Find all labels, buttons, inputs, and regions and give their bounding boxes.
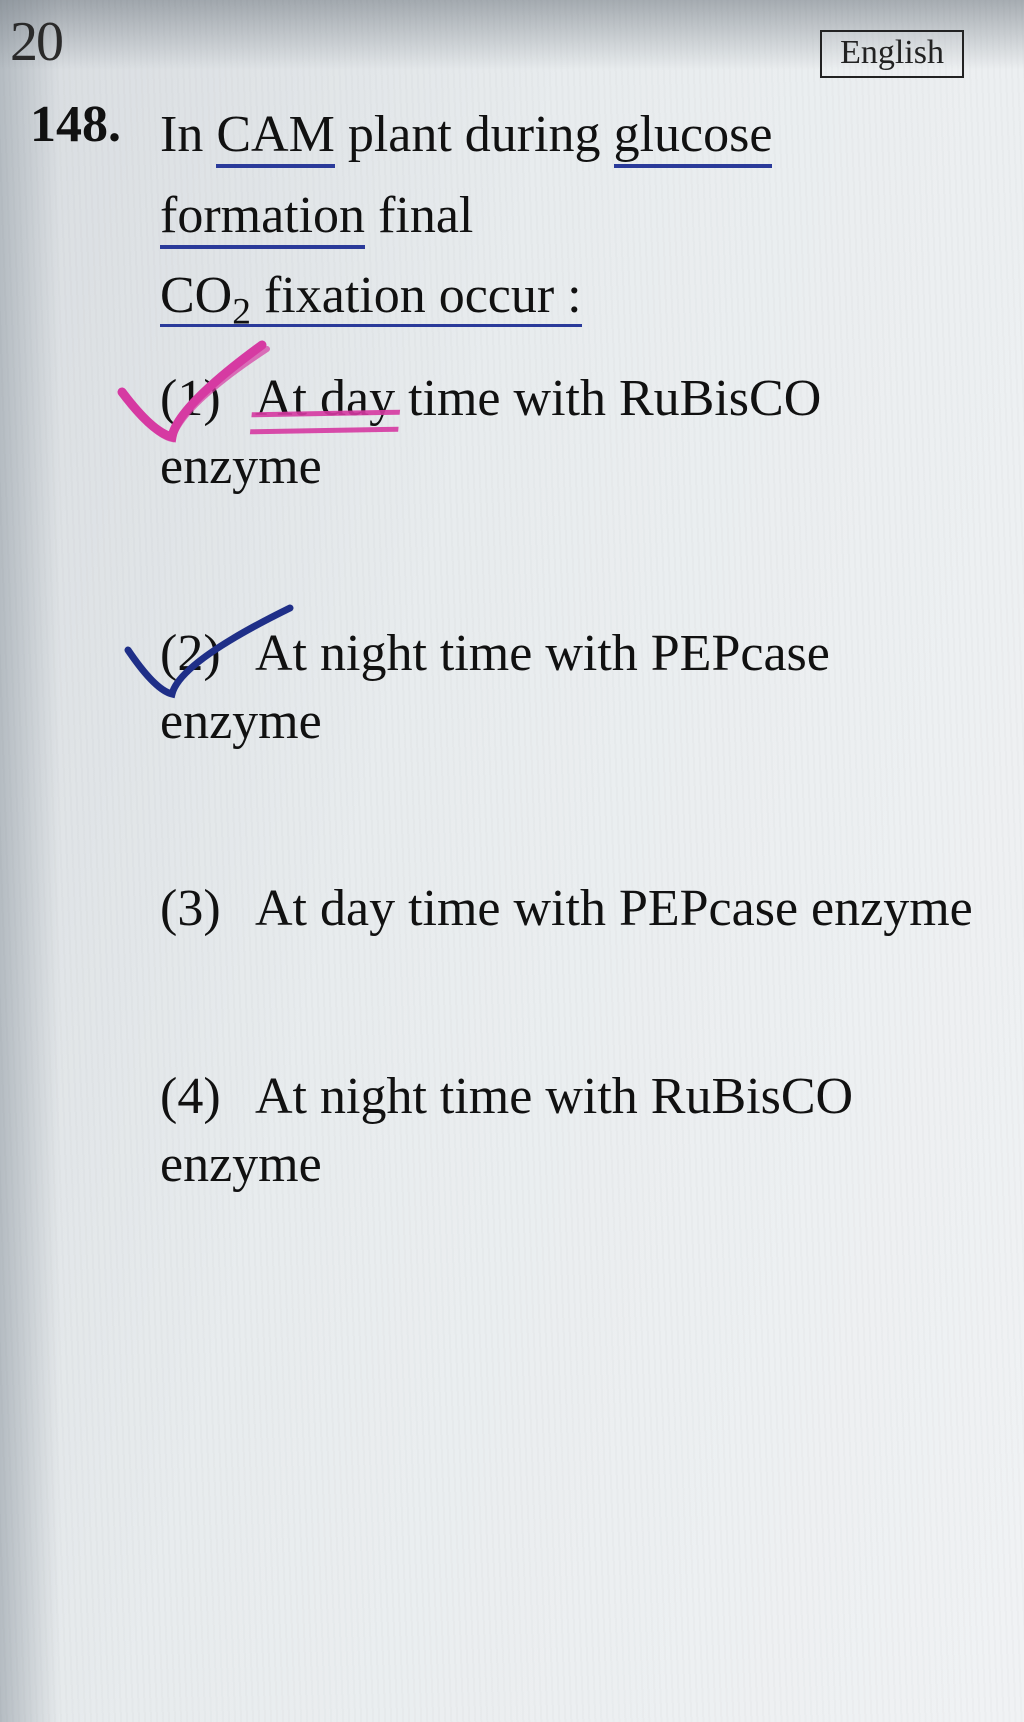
stem-underlined-cam: CAM	[216, 106, 334, 168]
language-badge: English	[820, 30, 964, 78]
option-1: (1)At day time with RuBisCO enzyme	[160, 365, 984, 500]
option-text: At night time with PEPcase enzyme	[160, 625, 830, 750]
option-2: (2)At night time with PEPcase enzyme	[160, 620, 984, 755]
question-number: 148.	[30, 95, 121, 154]
option-number: (3)	[160, 875, 255, 943]
options-list: (1)At day time with RuBisCO enzyme (2)At…	[160, 365, 984, 1318]
option-number: (2)	[160, 620, 255, 688]
option-number: (4)	[160, 1063, 255, 1131]
stem-line2-rest: fixation occur :	[251, 267, 582, 324]
co2-subscript: 2	[232, 292, 251, 333]
stem-text: final	[365, 187, 473, 244]
option-4: (4)At night time with RuBisCO enzyme	[160, 1063, 984, 1198]
stem-text: plant during	[335, 106, 614, 163]
option-emphasis: At day	[255, 370, 395, 427]
co2-text: CO	[160, 267, 232, 324]
stem-text: In	[160, 106, 216, 163]
option-3: (3)At day time with PEPcase enzyme	[160, 875, 984, 943]
option-text: At night time with RuBisCO enzyme	[160, 1068, 853, 1193]
stem-line2: CO2 fixation occur :	[160, 267, 582, 327]
question-block: 148. In CAM plant during glucose formati…	[30, 95, 984, 342]
option-text: At day time with PEPcase enzyme	[255, 880, 973, 937]
page-number: 20	[10, 10, 62, 74]
option-number: (1)	[160, 365, 255, 433]
question-stem: In CAM plant during glucose formation fi…	[160, 95, 984, 342]
